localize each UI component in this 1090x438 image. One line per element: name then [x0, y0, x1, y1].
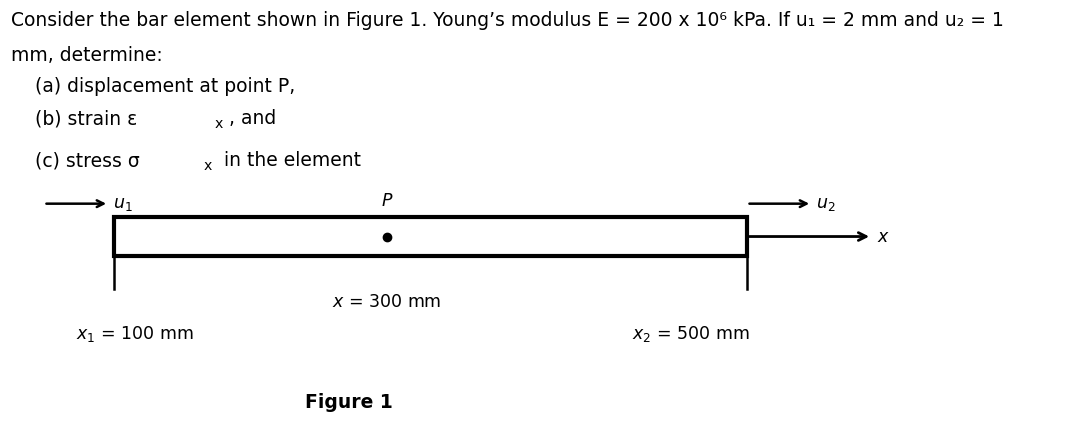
- Text: $P$: $P$: [380, 192, 393, 210]
- Text: Figure 1: Figure 1: [305, 393, 392, 412]
- Bar: [114, 217, 747, 256]
- Text: Consider the bar element shown in Figure 1. Young’s modulus E = 200 x 10⁶ kPa. I: Consider the bar element shown in Figure…: [11, 11, 1004, 30]
- Text: $u_1$: $u_1$: [113, 194, 133, 213]
- Text: $x_2$ = 500 mm: $x_2$ = 500 mm: [632, 324, 750, 344]
- Text: $x$ = 300 mm: $x$ = 300 mm: [332, 293, 441, 311]
- Text: $u_2$: $u_2$: [816, 194, 836, 213]
- Text: x: x: [215, 117, 223, 131]
- Text: x: x: [204, 159, 213, 173]
- Text: (b) strain ε: (b) strain ε: [11, 110, 137, 128]
- Text: $x$: $x$: [877, 227, 891, 246]
- Text: in the element: in the element: [218, 151, 361, 170]
- Text: mm, determine:: mm, determine:: [11, 46, 162, 65]
- Text: , and: , and: [229, 110, 276, 128]
- Text: (a) displacement at point P,: (a) displacement at point P,: [11, 77, 295, 95]
- Text: $x_1$ = 100 mm: $x_1$ = 100 mm: [76, 324, 194, 344]
- Text: (c) stress σ: (c) stress σ: [11, 151, 140, 170]
